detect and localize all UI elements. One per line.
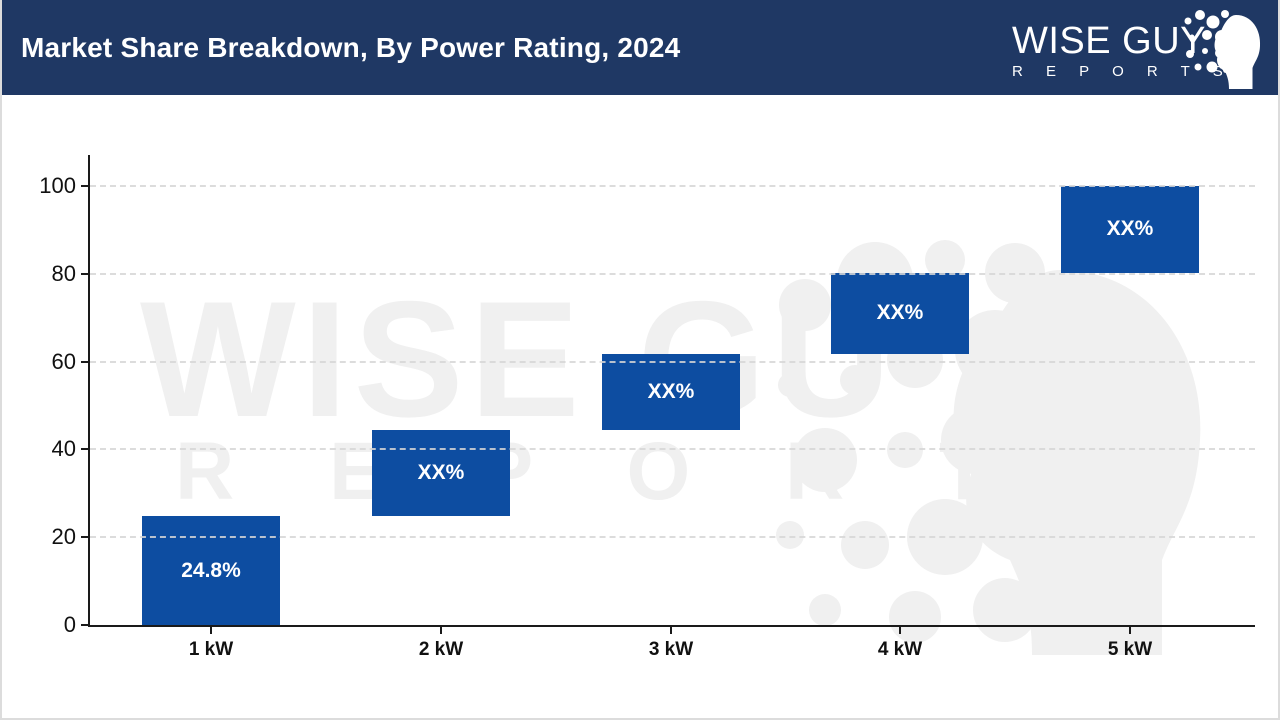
chart-title: Market Share Breakdown, By Power Rating,… <box>21 31 681 63</box>
bar-1-kw: 24.8% <box>142 516 280 625</box>
x-tick-label-4: 4 kW <box>877 639 923 660</box>
bar-2-kw: XX% <box>372 430 510 517</box>
bar-value-label: 24.8% <box>181 558 241 582</box>
bar-value-label: XX% <box>417 461 465 485</box>
x-tick-label-3: 3 kW <box>648 639 694 660</box>
y-tick-label-0: 0 <box>63 612 76 637</box>
header-bar: Market Share Breakdown, By Power Rating,… <box>0 0 1280 95</box>
gridline-20 <box>90 536 1255 539</box>
x-tick-2 <box>440 625 442 634</box>
y-tick-label-100: 100 <box>39 173 76 198</box>
bar-value-label: XX% <box>647 379 695 403</box>
x-tick-1 <box>210 625 212 634</box>
bar-value-label: XX% <box>1106 217 1154 241</box>
x-tick-label-2: 2 kW <box>418 639 464 660</box>
y-tick-20 <box>81 536 90 539</box>
x-axis-line <box>88 625 1255 627</box>
x-tick-label-1: 1 kW <box>188 639 234 660</box>
gridline-80 <box>90 272 1255 275</box>
y-tick-label-40: 40 <box>51 436 76 462</box>
x-tick-3 <box>670 625 672 634</box>
bar-value-label: XX% <box>876 301 924 325</box>
bar-3-kw: XX% <box>602 353 740 431</box>
y-tick-label-80: 80 <box>51 260 76 286</box>
y-tick-0 <box>81 624 90 626</box>
bar-4-kw: XX% <box>831 272 969 354</box>
y-tick-80 <box>81 272 90 275</box>
x-tick-label-5: 5 kW <box>1107 639 1153 660</box>
gridline-60 <box>90 360 1255 363</box>
y-tick-60 <box>81 360 90 363</box>
y-axis-line <box>88 155 90 627</box>
wise-guy-reports-logo: WISE GUY R E P O R T S <box>1012 7 1262 89</box>
logo-wiseguy-text: WISE GUY <box>1012 20 1207 62</box>
y-tick-label-20: 20 <box>51 524 76 550</box>
logo-reports-text: R E P O R T S <box>1012 63 1233 80</box>
bar-5-kw: XX% <box>1061 186 1199 273</box>
y-tick-label-60: 60 <box>51 348 76 374</box>
gridline-40 <box>90 448 1255 451</box>
logo-face-icon <box>1184 10 1261 89</box>
y-tick-100 <box>81 185 90 187</box>
gridline-100 <box>90 185 1255 187</box>
y-tick-40 <box>81 448 90 451</box>
